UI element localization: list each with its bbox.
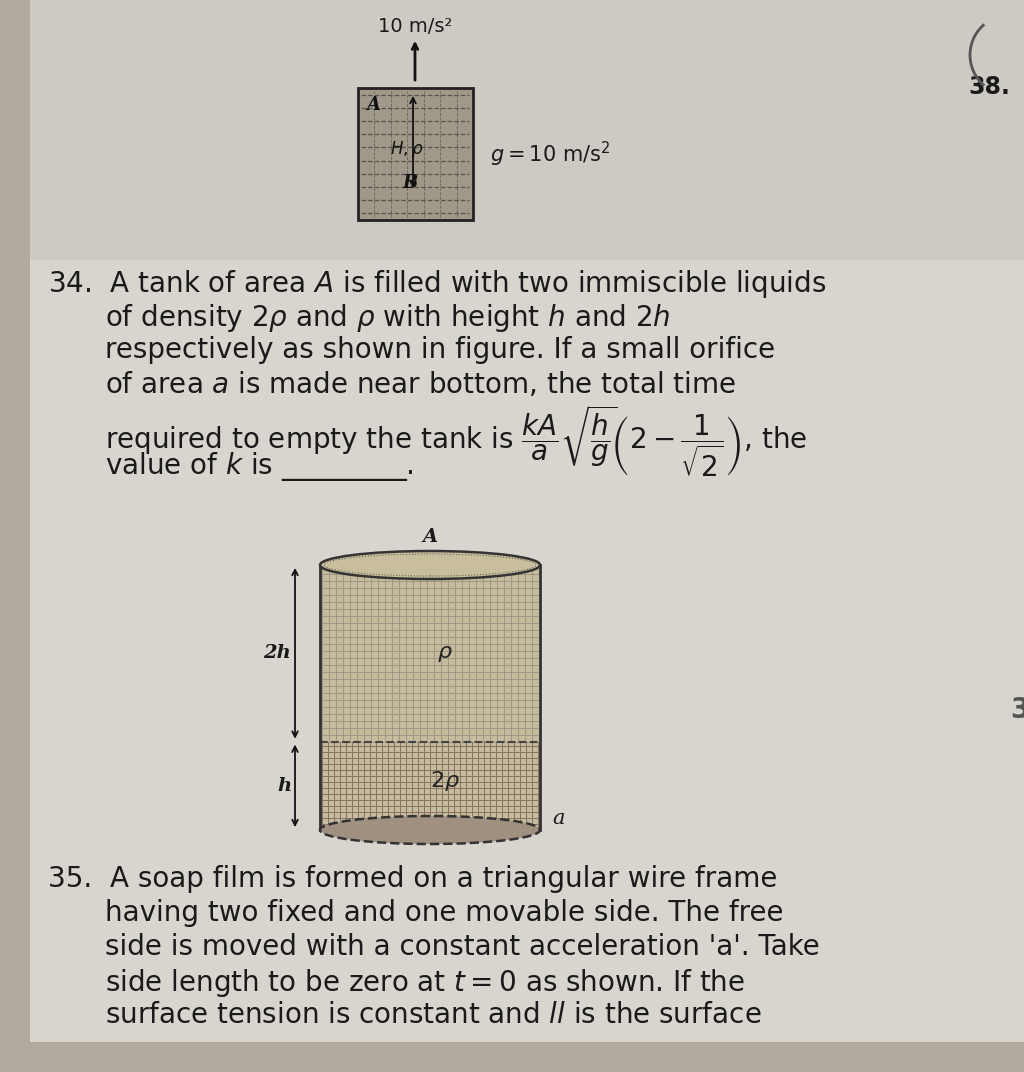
Text: B: B xyxy=(402,174,418,192)
Text: 38.: 38. xyxy=(968,75,1010,99)
Text: 10 m/s²: 10 m/s² xyxy=(378,17,453,36)
Text: respectively as shown in figure. If a small orifice: respectively as shown in figure. If a sm… xyxy=(105,336,775,364)
Text: 35.  A soap film is formed on a triangular wire frame: 35. A soap film is formed on a triangula… xyxy=(48,865,777,893)
Text: 3: 3 xyxy=(1010,696,1024,724)
Text: $g = 10\ \mathrm{m/s}^2$: $g = 10\ \mathrm{m/s}^2$ xyxy=(490,139,610,168)
Text: side is moved with a constant acceleration 'a'. Take: side is moved with a constant accelerati… xyxy=(105,933,820,961)
Bar xyxy=(358,88,473,220)
Text: value of $k$ is _________.: value of $k$ is _________. xyxy=(105,450,414,483)
Bar xyxy=(319,565,540,830)
Text: $\rho$: $\rho$ xyxy=(437,642,453,665)
Text: a: a xyxy=(552,808,564,828)
Bar xyxy=(0,1042,1024,1072)
Text: surface tension is constant and $ll$ is the surface: surface tension is constant and $ll$ is … xyxy=(105,1001,762,1029)
Text: 34.  A tank of area $A$ is filled with two immiscible liquids: 34. A tank of area $A$ is filled with tw… xyxy=(48,268,826,300)
Text: $2\rho$: $2\rho$ xyxy=(430,769,460,793)
Ellipse shape xyxy=(319,551,540,579)
Text: $H,\rho$: $H,\rho$ xyxy=(390,138,424,160)
Text: h: h xyxy=(276,777,291,794)
Text: having two fixed and one movable side. The free: having two fixed and one movable side. T… xyxy=(105,899,783,927)
Bar xyxy=(0,0,1024,260)
Text: A: A xyxy=(366,96,380,114)
Text: 2h: 2h xyxy=(263,644,291,662)
Bar xyxy=(0,0,30,1072)
Ellipse shape xyxy=(319,816,540,844)
Text: A: A xyxy=(423,528,437,546)
Text: side length to be zero at $t = 0$ as shown. If the: side length to be zero at $t = 0$ as sho… xyxy=(105,967,745,999)
Text: of density $2\rho$ and $\rho$ with height $h$ and $2h$: of density $2\rho$ and $\rho$ with heigh… xyxy=(105,302,671,334)
Text: required to empty the tank is $\dfrac{kA}{a}\sqrt{\dfrac{h}{g}}\!\left(2-\dfrac{: required to empty the tank is $\dfrac{kA… xyxy=(105,404,807,479)
Text: of area $a$ is made near bottom, the total time: of area $a$ is made near bottom, the tot… xyxy=(105,370,736,399)
